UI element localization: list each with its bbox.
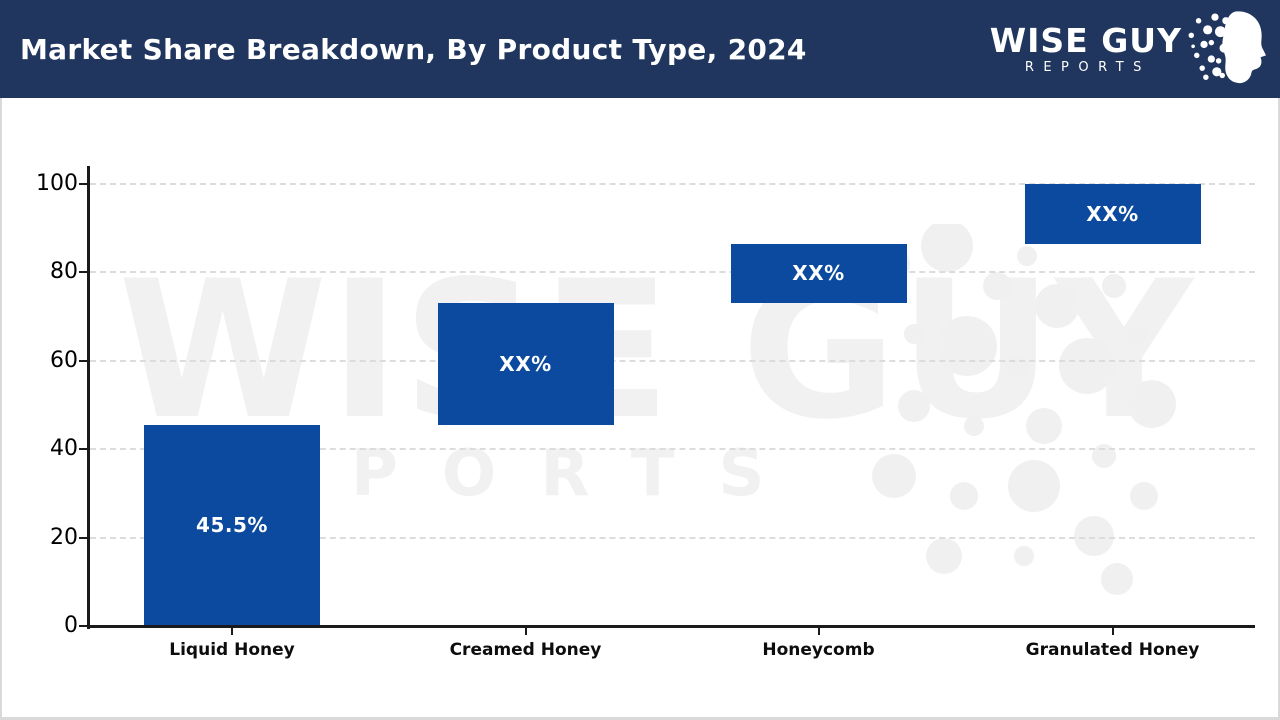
y-tick-label: 80 bbox=[50, 259, 78, 285]
y-axis-spine bbox=[87, 166, 90, 629]
bar-value-label: 45.5% bbox=[196, 513, 268, 538]
watermark-wordmark: WISE GUY bbox=[118, 240, 1195, 461]
y-axis-tick bbox=[79, 448, 87, 451]
category-label: Liquid Honey bbox=[169, 640, 295, 660]
bar-honeycomb: XX% bbox=[730, 243, 907, 304]
y-tick-label: 60 bbox=[50, 347, 78, 373]
logo-wordmark: WISE GUY bbox=[989, 20, 1182, 60]
grid-line bbox=[90, 183, 1255, 185]
y-axis-tick bbox=[79, 359, 87, 362]
chart-canvas: WISE GUY REPORTS 0 20 40 60 80 100 45.5% Liquid… bbox=[0, 98, 1280, 720]
category-label: Honeycomb bbox=[762, 640, 875, 660]
bar-value-label: XX% bbox=[792, 261, 845, 286]
y-axis-tick bbox=[79, 625, 87, 627]
y-axis-tick bbox=[79, 271, 87, 274]
grid-line bbox=[90, 448, 1255, 451]
y-tick-label: 20 bbox=[50, 524, 78, 550]
x-axis-tick bbox=[1111, 627, 1114, 635]
chart-title: Market Share Breakdown, By Product Type,… bbox=[20, 32, 807, 66]
watermark-dotted-head bbox=[872, 224, 1176, 595]
y-tick-label: 0 bbox=[64, 613, 78, 638]
dotted-head-icon bbox=[1188, 11, 1266, 84]
x-axis-tick bbox=[524, 627, 527, 635]
x-axis-spine bbox=[87, 625, 1255, 628]
category-label: Creamed Honey bbox=[449, 640, 602, 660]
y-axis-tick bbox=[79, 183, 87, 185]
bar-granulated-honey: XX% bbox=[1024, 184, 1201, 244]
bar-liquid-honey: 45.5% bbox=[144, 424, 320, 626]
y-axis-tick bbox=[79, 536, 87, 539]
header: Market Share Breakdown, By Product Type,… bbox=[0, 0, 1280, 98]
bar-value-label: XX% bbox=[1086, 201, 1139, 226]
grid-line bbox=[90, 359, 1255, 362]
grid-line bbox=[90, 536, 1255, 539]
grid-line bbox=[90, 271, 1255, 274]
bar-creamed-honey: XX% bbox=[437, 303, 614, 425]
y-tick-label: 40 bbox=[50, 436, 78, 462]
logo-subtitle: REPORTS bbox=[1024, 59, 1151, 75]
wise-guy-reports-logo: WISE GUY REPORTS bbox=[990, 7, 1266, 91]
logo-text: WISE GUY REPORTS bbox=[990, 24, 1182, 75]
x-axis-tick bbox=[231, 627, 233, 635]
y-tick-label: 100 bbox=[36, 171, 78, 196]
bar-value-label: XX% bbox=[499, 352, 552, 377]
x-axis-tick bbox=[817, 627, 820, 635]
category-label: Granulated Honey bbox=[1025, 640, 1200, 660]
